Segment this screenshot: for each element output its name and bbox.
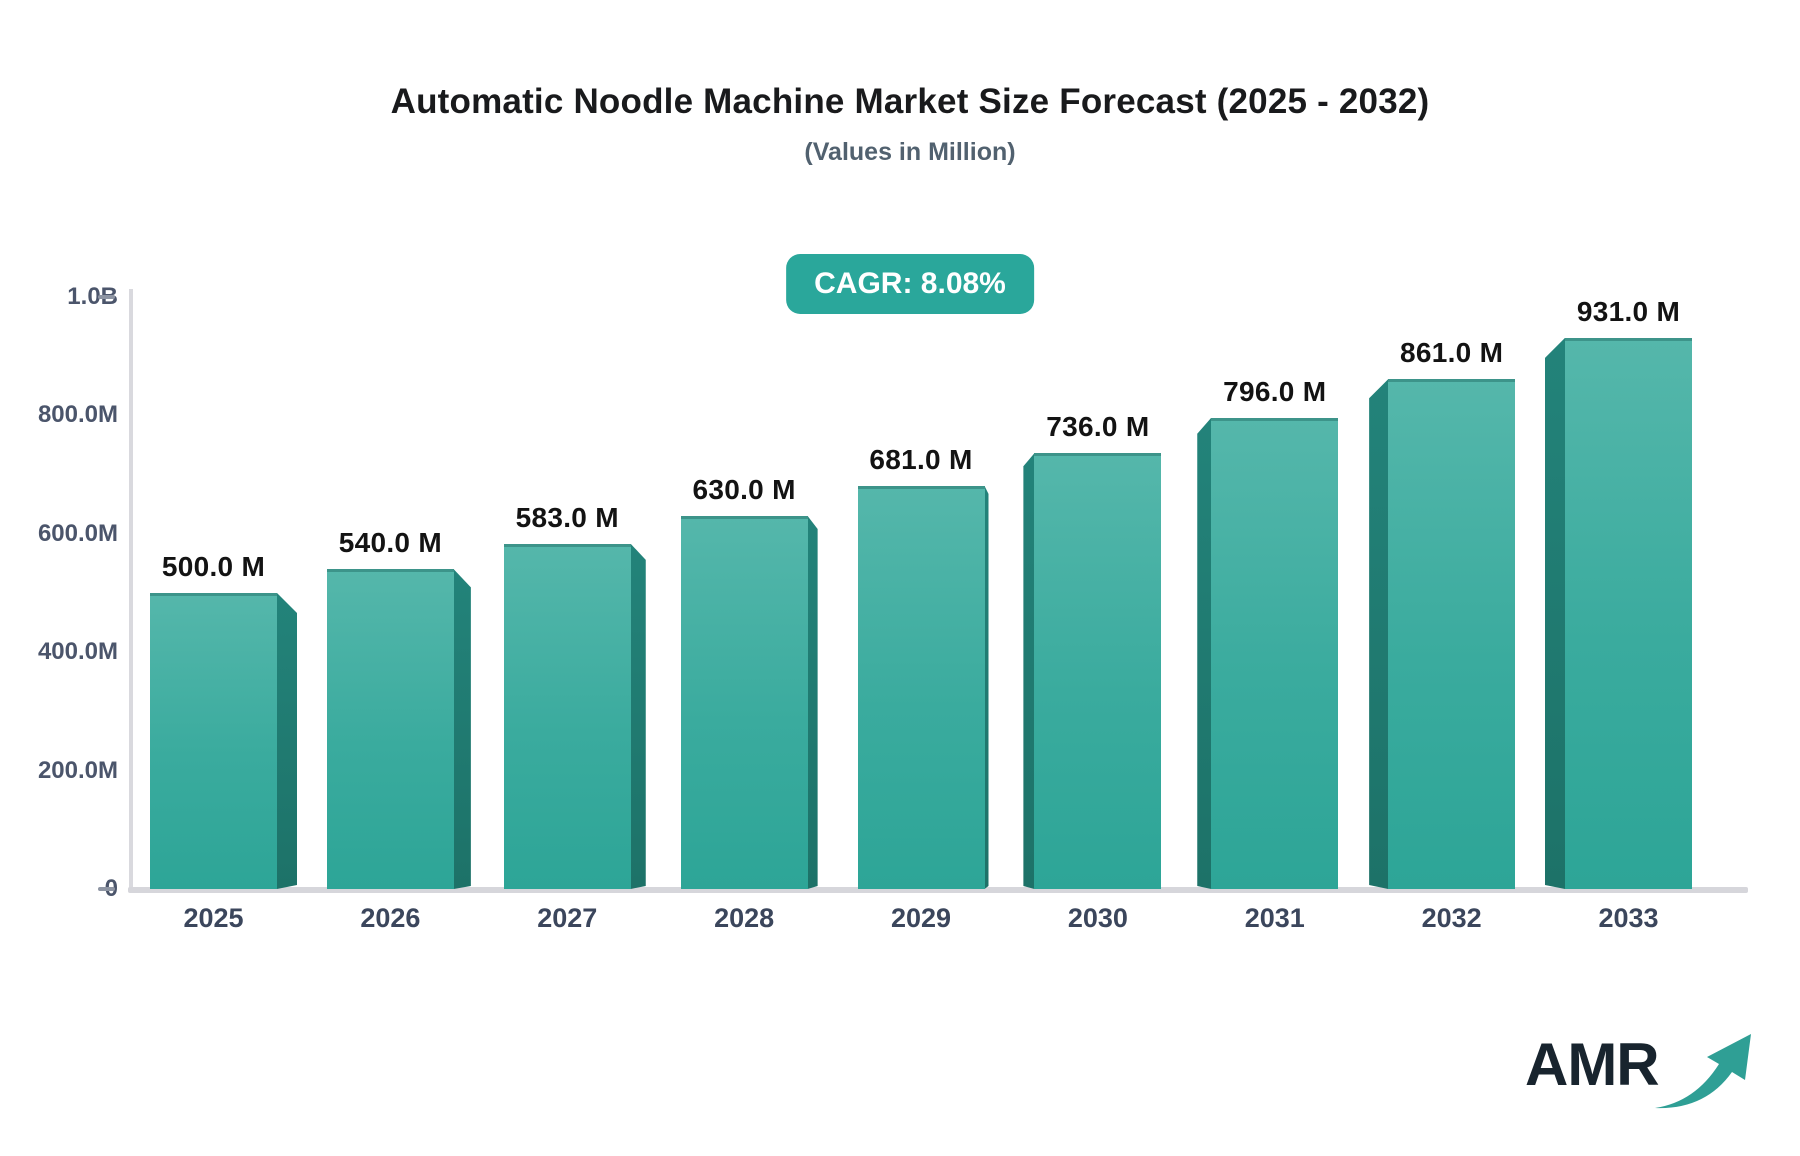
bar-value-label: 861.0 M (1399, 337, 1504, 369)
bar-side-face (1545, 338, 1565, 889)
bar-side-face (1023, 453, 1034, 889)
bar-value-label: 681.0 M (869, 443, 973, 475)
x-axis-label: 2028 (714, 903, 775, 933)
amr-logo-text: AMR (1525, 1031, 1660, 1098)
x-axis-label: 2031 (1244, 903, 1305, 933)
bar-value-label: 630.0 M (692, 474, 796, 506)
x-axis-label: 2030 (1067, 903, 1128, 933)
bar-2027 (503, 543, 631, 889)
bar-side-face (631, 544, 646, 889)
x-axis-label: 2033 (1598, 903, 1659, 933)
bar-value-label: 500.0 M (161, 551, 266, 582)
growth-arrow-icon (1655, 1034, 1751, 1109)
bar-value-label: 583.0 M (515, 501, 619, 533)
bar-side-face (985, 486, 989, 889)
y-axis-line (129, 289, 133, 889)
bar-2028 (680, 516, 808, 889)
bar-2033 (1565, 337, 1692, 889)
x-axis-label: 2025 (183, 903, 244, 933)
y-axis-tick-dash (98, 295, 115, 299)
bar-side-face (1369, 379, 1388, 889)
y-axis-tick-label: 600.0M (37, 519, 118, 547)
bar-side-face (277, 593, 297, 889)
y-axis-tick-label: 200.0M (37, 756, 118, 784)
bar-2026 (326, 569, 454, 889)
y-axis-tick-dash (98, 887, 115, 891)
bar-side-face (1197, 418, 1211, 889)
chart-title: Automatic Noodle Machine Market Size For… (390, 82, 1430, 121)
bar-2030 (1034, 453, 1162, 889)
amr-logo: AMR (1525, 1030, 1751, 1120)
bar-2029 (857, 485, 985, 889)
bar-value-label: 796.0 M (1223, 375, 1327, 407)
x-axis-label: 2032 (1421, 903, 1482, 933)
x-axis-label: 2026 (360, 903, 421, 933)
y-axis-tick-label: 400.0M (37, 638, 118, 666)
bar-2032 (1388, 379, 1516, 889)
bar-side-face (454, 569, 471, 889)
bar-value-label: 736.0 M (1046, 411, 1150, 443)
bar-side-face (808, 516, 818, 889)
bar-value-label: 540.0 M (338, 527, 443, 559)
x-axis-label: 2029 (890, 903, 952, 933)
x-axis-baseline (128, 887, 1748, 893)
bar-2025 (150, 593, 277, 889)
chart-subtitle: (Values in Million) (804, 138, 1016, 166)
y-axis-tick-label: 800.0M (37, 401, 118, 429)
x-axis-label: 2027 (537, 903, 598, 933)
cagr-badge: CAGR: 8.08% (786, 254, 1034, 314)
bar-value-label: 931.0 M (1576, 295, 1681, 327)
bar-2031 (1211, 417, 1339, 889)
